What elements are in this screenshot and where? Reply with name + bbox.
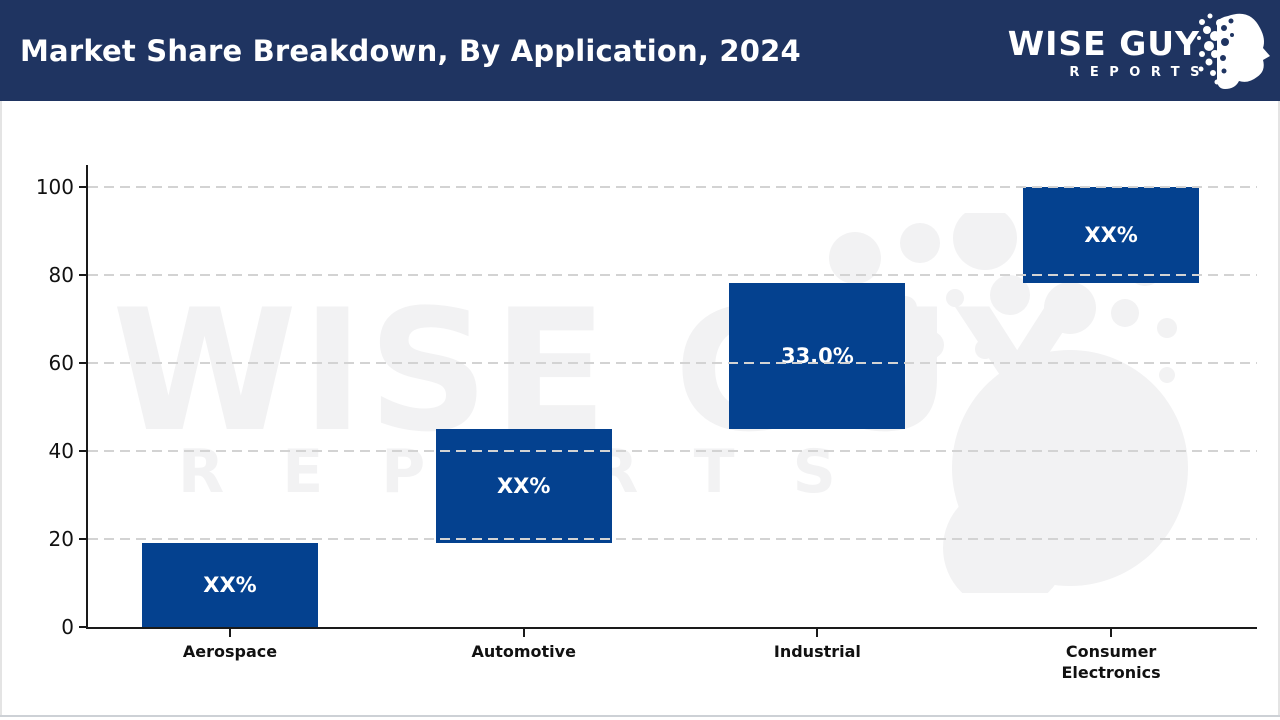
x-tick-mark-1 bbox=[229, 629, 231, 637]
y-tick-mark-0 bbox=[79, 626, 88, 628]
x-axis-label-automotive: Automotive bbox=[471, 642, 576, 661]
bar-aerospace: XX% bbox=[142, 543, 318, 627]
bar-value-label: XX% bbox=[1084, 222, 1138, 247]
y-tick-mark-100 bbox=[79, 185, 88, 188]
gridline-80 bbox=[88, 273, 1257, 276]
bottom-rule bbox=[0, 715, 1280, 717]
x-axis-line bbox=[86, 627, 1257, 629]
y-tick-label-100: 100 bbox=[35, 174, 74, 199]
y-tick-label-20: 20 bbox=[48, 526, 74, 551]
bar-consumer-electronics: XX% bbox=[1023, 186, 1200, 284]
logo-sub-text: REPORTS bbox=[1069, 65, 1210, 80]
bar-automotive: XX% bbox=[435, 428, 612, 544]
y-tick-mark-60 bbox=[79, 361, 88, 364]
face-profile-icon bbox=[1197, 13, 1270, 89]
right-border bbox=[1278, 101, 1280, 717]
x-axis-label-aerospace: Aerospace bbox=[182, 642, 278, 661]
gridline-40 bbox=[88, 449, 1257, 452]
bar-value-label: XX% bbox=[496, 474, 551, 499]
logo-text: WISE GUY REPORTS bbox=[1008, 24, 1200, 80]
bar-industrial: 33.0% bbox=[729, 283, 906, 429]
left-border bbox=[0, 101, 2, 717]
y-tick-label-80: 80 bbox=[48, 262, 74, 287]
y-tick-mark-80 bbox=[79, 273, 88, 276]
x-tick-mark-3 bbox=[816, 629, 819, 637]
y-tick-label-60: 60 bbox=[48, 350, 74, 375]
gridline-100 bbox=[88, 185, 1257, 188]
x-tick-mark-2 bbox=[522, 629, 525, 637]
bar-value-label: XX% bbox=[203, 573, 257, 598]
header-bar: Market Share Breakdown, By Application, … bbox=[0, 0, 1280, 101]
x-axis-label-consumer-electronics: Consumer Electronics bbox=[1061, 642, 1161, 682]
gridline-20 bbox=[88, 537, 1257, 540]
wise-guy-logo: WISE GUY REPORTS bbox=[1008, 0, 1272, 101]
chart-canvas: WISE GUY REPORTS 020406080100XX%Aerospac… bbox=[0, 101, 1280, 720]
y-tick-mark-40 bbox=[79, 449, 88, 452]
y-tick-label-0: 0 bbox=[61, 615, 74, 639]
y-tick-mark-20 bbox=[79, 537, 88, 540]
x-tick-mark-4 bbox=[1110, 629, 1113, 637]
page-title: Market Share Breakdown, By Application, … bbox=[20, 33, 801, 68]
logo-brand-text: WISE GUY bbox=[1007, 24, 1200, 63]
y-tick-label-40: 40 bbox=[48, 438, 74, 463]
gridline-60 bbox=[88, 361, 1257, 364]
x-axis-label-industrial: Industrial bbox=[773, 642, 861, 661]
bar-value-label: 33.0% bbox=[780, 344, 854, 369]
y-axis-line bbox=[86, 165, 88, 629]
